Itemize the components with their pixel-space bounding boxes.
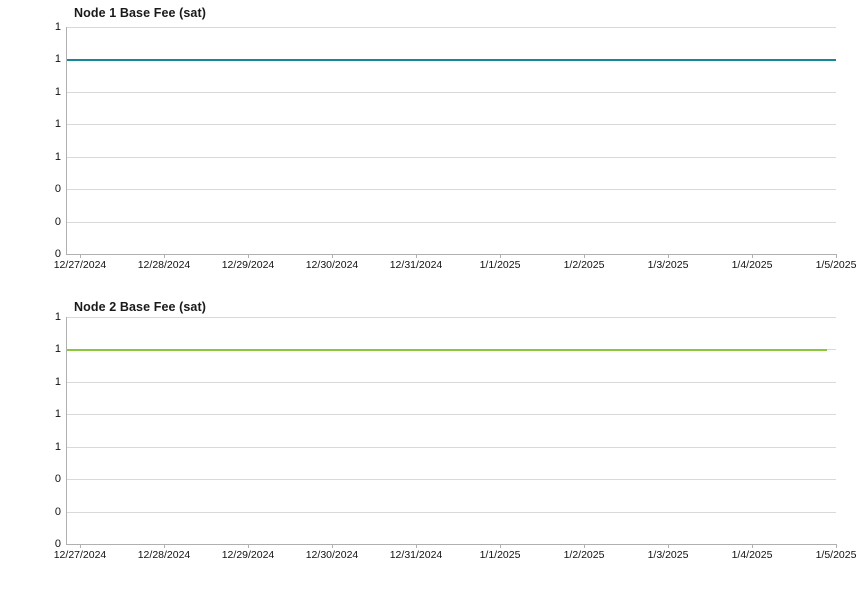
x-axis-tick <box>332 254 333 258</box>
x-axis-tick <box>416 544 417 548</box>
x-axis-label: 1/4/2025 <box>731 259 773 271</box>
plot-area-node-1: 1 1 1 1 1 0 0 0 12/27/2024 12/28/2024 12… <box>54 21 857 271</box>
gridline <box>67 124 836 126</box>
y-axis-label: 1 <box>54 343 61 356</box>
x-axis-label: 1/4/2025 <box>731 549 773 561</box>
x-axis-tick <box>752 544 753 548</box>
y-axis-label: 0 <box>54 248 61 260</box>
y-axis-label: 0 <box>54 538 61 550</box>
gridline <box>67 27 836 28</box>
y-axis-label: 1 <box>54 311 61 323</box>
x-axis-label: 12/30/2024 <box>305 259 359 271</box>
x-axis-tick <box>836 544 837 548</box>
plot-area-node-2: 1 1 1 1 1 0 0 0 12/27/2024 12/28/2024 12… <box>54 311 857 561</box>
x-axis-label: 12/28/2024 <box>137 549 191 561</box>
x-axis-label: 12/31/2024 <box>389 259 443 271</box>
x-axis-label: 1/5/2025 <box>815 549 857 561</box>
series-line-node-2 <box>67 349 827 351</box>
series-line-node-1 <box>67 58 836 61</box>
gridline <box>67 156 836 158</box>
x-axis-tick <box>80 254 81 258</box>
y-axis-label: 1 <box>54 21 61 33</box>
x-axis-label: 1/2/2025 <box>563 259 605 271</box>
chart-panel-node-1: Node 1 Base Fee (sat) 1 1 1 1 1 0 0 0 <box>0 0 860 285</box>
x-axis-tick <box>416 254 417 258</box>
x-axis-label: 1/1/2025 <box>479 549 521 561</box>
gridline <box>67 381 836 383</box>
y-axis-label: 0 <box>54 473 61 486</box>
x-axis-label: 1/3/2025 <box>647 549 689 561</box>
gridline <box>67 91 836 93</box>
gridline <box>67 221 836 223</box>
x-axis-tick <box>584 544 585 548</box>
gridline <box>67 317 836 318</box>
x-axis-label: 12/27/2024 <box>53 549 107 561</box>
x-axis-tick <box>752 254 753 258</box>
y-axis-label: 0 <box>54 183 61 196</box>
x-axis-label: 12/29/2024 <box>221 549 275 561</box>
y-axis-label: 1 <box>54 53 61 66</box>
chart-panel-node-2: Node 2 Base Fee (sat) 1 1 1 1 1 0 0 0 <box>0 295 860 580</box>
y-axis-label: 0 <box>54 505 61 518</box>
x-axis-label: 1/2/2025 <box>563 549 605 561</box>
x-axis-tick <box>668 254 669 258</box>
x-axis-label: 12/29/2024 <box>221 259 275 271</box>
y-axis-label: 1 <box>54 375 61 388</box>
chart-title-node-2: Node 2 Base Fee (sat) <box>74 300 207 314</box>
x-axis-tick <box>500 254 501 258</box>
x-axis-tick <box>80 544 81 548</box>
x-axis-tick <box>332 544 333 548</box>
y-axis-label: 1 <box>54 150 61 163</box>
gridline <box>67 414 836 416</box>
gridline <box>67 479 836 481</box>
x-axis-tick <box>500 544 501 548</box>
x-axis-tick <box>248 544 249 548</box>
x-axis-tick <box>584 254 585 258</box>
gridline <box>67 446 836 448</box>
x-axis-label: 1/3/2025 <box>647 259 689 271</box>
y-axis-label: 0 <box>54 215 61 228</box>
x-axis-label: 12/27/2024 <box>53 259 107 271</box>
x-axis-label: 12/31/2024 <box>389 549 443 561</box>
x-axis-label: 1/5/2025 <box>815 259 857 271</box>
x-axis-tick <box>248 254 249 258</box>
y-axis-label: 1 <box>54 408 61 421</box>
x-axis-tick <box>836 254 837 258</box>
gridline <box>67 189 836 191</box>
x-axis-tick <box>164 544 165 548</box>
x-axis-tick <box>164 254 165 258</box>
x-axis-label: 12/30/2024 <box>305 549 359 561</box>
y-axis-label: 1 <box>54 85 61 98</box>
y-axis-label: 1 <box>54 440 61 453</box>
gridline <box>67 511 836 513</box>
x-axis-label: 12/28/2024 <box>137 259 191 271</box>
x-axis-label: 1/1/2025 <box>479 259 521 271</box>
y-axis-label: 1 <box>54 118 61 131</box>
chart-title-node-1: Node 1 Base Fee (sat) <box>74 6 207 20</box>
x-axis-tick <box>668 544 669 548</box>
